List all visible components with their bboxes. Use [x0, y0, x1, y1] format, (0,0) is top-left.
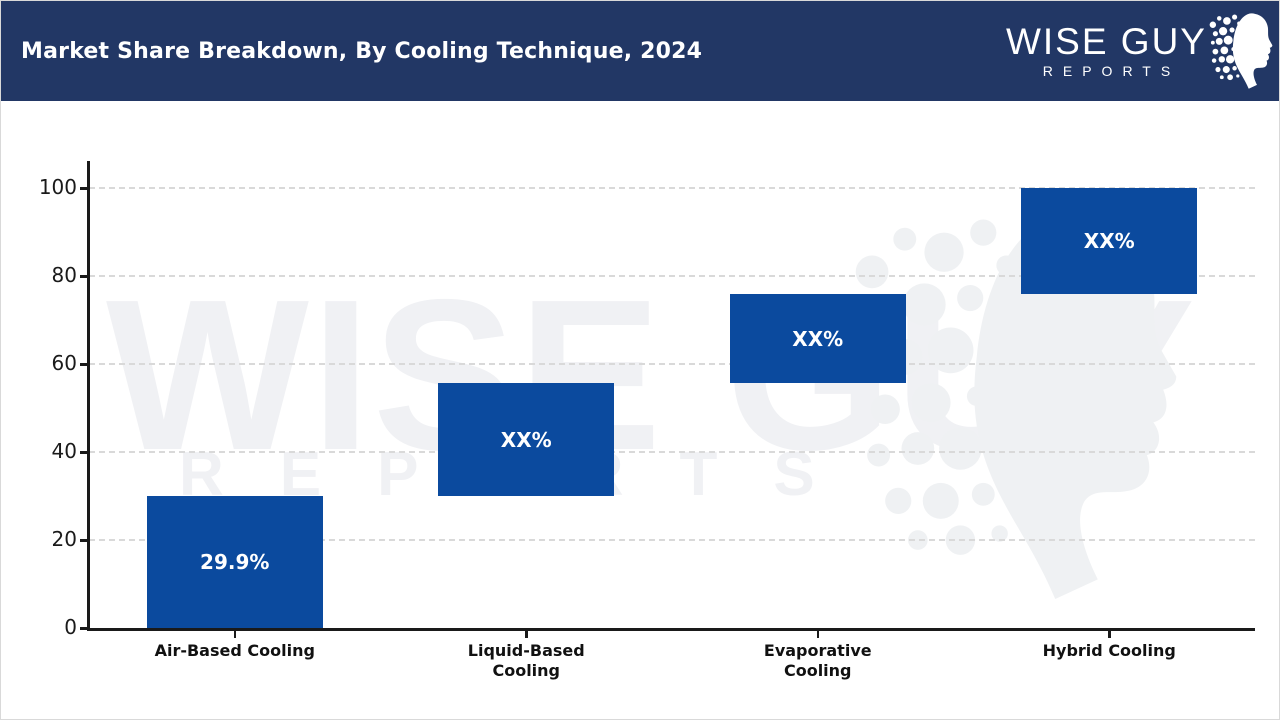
gridline-20	[89, 539, 1255, 541]
y-tick-mark	[80, 451, 87, 454]
y-tick-label: 20	[51, 527, 77, 551]
page-title: Market Share Breakdown, By Cooling Techn…	[21, 38, 703, 64]
bar-2: XX%	[438, 383, 615, 497]
gridline-60	[89, 363, 1255, 365]
brand-logo: WISE GUY REPORTS	[1006, 1, 1273, 101]
bar-value-label: 29.9%	[200, 550, 270, 575]
x-category-label: Air-Based Cooling	[154, 641, 315, 660]
x-category-label: Liquid-Based Cooling	[467, 641, 585, 680]
x-category-label: Evaporative Cooling	[763, 641, 872, 680]
brand-logo-text: WISE GUY REPORTS	[1005, 20, 1207, 80]
gridline-40	[89, 451, 1255, 453]
y-tick-label: 40	[51, 439, 77, 463]
y-tick-mark	[80, 275, 87, 278]
x-tick-mark	[816, 631, 820, 638]
x-tick-mark	[233, 631, 237, 638]
bar-value-label: XX%	[500, 427, 552, 452]
x-axis-line	[87, 628, 1255, 631]
bar-value-label: XX%	[1083, 229, 1135, 254]
bar-value-label: XX%	[792, 326, 844, 351]
y-tick-mark	[80, 187, 87, 190]
brand-name: WISE GUY	[1005, 20, 1207, 62]
x-tick-mark	[525, 631, 528, 638]
header: Market Share Breakdown, By Cooling Techn…	[1, 1, 1279, 101]
gridline-100	[89, 187, 1255, 189]
y-tick-label: 0	[64, 615, 77, 639]
chart-area: WISE GUY REPORTS 02040608010029.9%Air-Ba…	[1, 101, 1279, 719]
bar-1: 29.9%	[146, 496, 323, 628]
y-tick-mark	[80, 539, 87, 542]
x-tick-mark	[1108, 631, 1111, 638]
gridline-80	[89, 275, 1255, 277]
y-tick-mark	[80, 363, 87, 366]
x-category-label: Hybrid Cooling	[1042, 641, 1176, 660]
brand-dot-face-icon	[1209, 8, 1273, 94]
y-tick-mark	[80, 627, 87, 630]
bar-3: XX%	[729, 294, 906, 384]
y-axis-line	[87, 161, 90, 630]
y-tick-label: 80	[51, 263, 77, 287]
brand-subtitle: REPORTS	[1042, 63, 1181, 80]
y-tick-label: 100	[38, 175, 77, 199]
y-tick-label: 60	[51, 351, 77, 375]
bar-4: XX%	[1021, 188, 1198, 295]
